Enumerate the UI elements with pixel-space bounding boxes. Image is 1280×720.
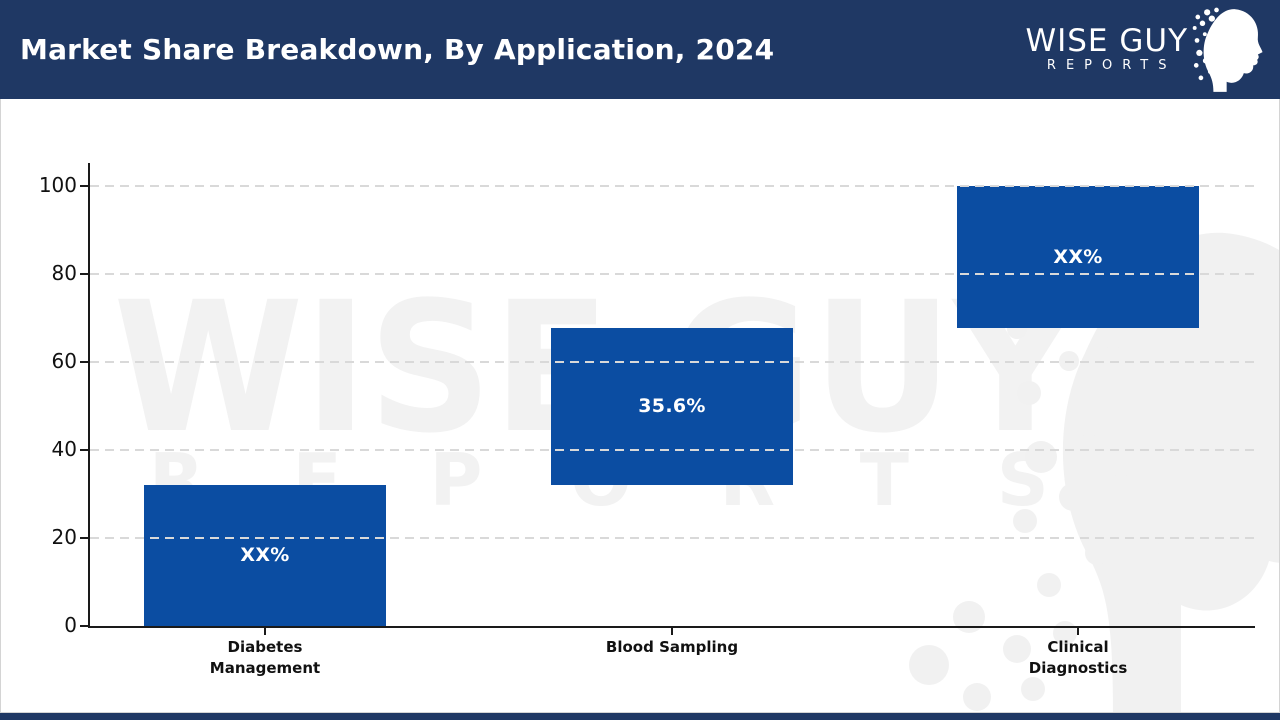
y-axis-tick-mark (80, 537, 88, 539)
logo-face-icon (1192, 7, 1263, 92)
y-axis-tick-label: 80 (51, 261, 77, 285)
footer-bar (0, 713, 1280, 720)
bar: 35.6% (551, 328, 793, 485)
logo-text: WISE GUY REPORTS (1025, 24, 1188, 74)
x-axis-label: Blood Sampling (605, 638, 739, 656)
x-axis-line (88, 626, 1255, 628)
logo: WISE GUY REPORTS (1025, 6, 1268, 92)
y-axis-tick-label: 40 (51, 437, 77, 461)
gridline (90, 273, 1254, 275)
gridline (90, 449, 1254, 451)
bar: XX% (144, 484, 386, 626)
x-axis-tick-mark (264, 628, 266, 635)
y-axis-tick-mark (80, 625, 88, 627)
y-axis-tick-label: 20 (51, 525, 77, 549)
logo-reports-text: REPORTS (1046, 58, 1177, 73)
chart-area: WISE GUY REPORTS 020406080100XX%Diabetes… (0, 99, 1280, 713)
y-axis-tick-label: 0 (64, 613, 77, 637)
bar: XX% (957, 186, 1199, 329)
y-axis-tick-label: 100 (38, 173, 77, 197)
y-axis-line (88, 163, 90, 628)
y-axis-tick-mark (80, 449, 88, 451)
bar-value-label: 35.6% (638, 395, 706, 418)
y-axis-tick-label: 60 (51, 349, 77, 373)
header: Market Share Breakdown, By Application, … (0, 0, 1280, 99)
x-axis-tick-mark (671, 628, 673, 635)
x-axis-tick-mark (1077, 628, 1079, 635)
gridline (90, 361, 1254, 363)
logo-wiseguy-text: WISE GUY (1025, 23, 1188, 59)
x-axis-label: Diabetes Management (209, 638, 321, 677)
gridline (90, 537, 1254, 539)
y-axis-tick-mark (80, 185, 88, 187)
chart-title: Market Share Breakdown, By Application, … (20, 33, 775, 66)
bar-value-label: XX% (240, 544, 290, 567)
y-axis-tick-mark (80, 273, 88, 275)
gridline (90, 185, 1254, 187)
x-axis-label: Clinical Diagnostics (1028, 638, 1128, 677)
y-axis-tick-mark (80, 361, 88, 363)
bar-value-label: XX% (1053, 246, 1103, 269)
